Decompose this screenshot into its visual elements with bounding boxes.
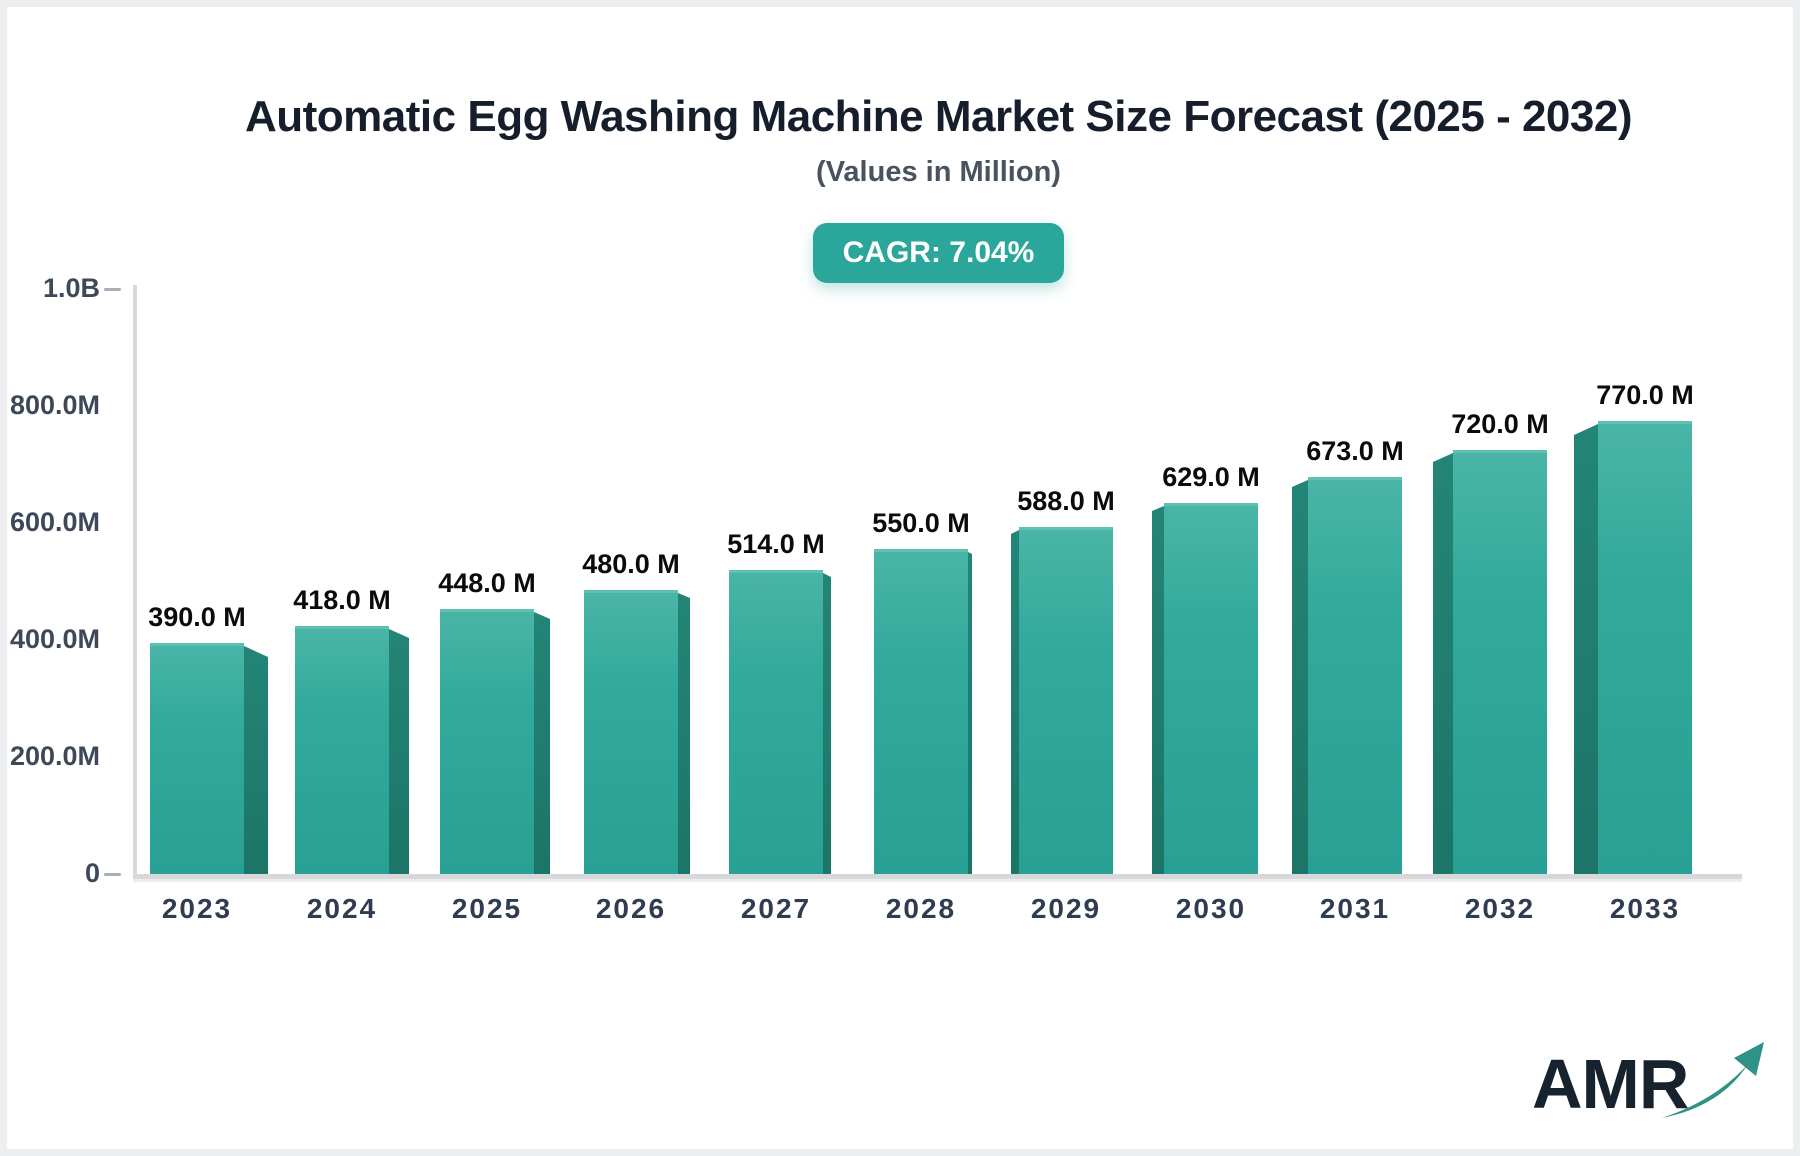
x-axis-line [133, 874, 1742, 879]
bar-value-label: 448.0 M [438, 568, 536, 598]
x-axis-line-shadow [133, 879, 1742, 882]
amr-logo-text: AMR [1532, 1045, 1689, 1123]
cagr-badge: CAGR: 7.04% [812, 223, 1065, 283]
x-axis-label-2023: 2023 [161, 893, 233, 924]
chart-header: Automatic Egg Washing Machine Market Siz… [135, 0, 1742, 283]
y-axis-tick-label: 200.0M [9, 741, 100, 771]
bar-value-label: 629.0 M [1162, 462, 1260, 492]
bar-2029[interactable] [1019, 527, 1113, 874]
y-axis-line [133, 285, 137, 879]
bar-2026[interactable] [584, 590, 678, 874]
bar-3d-side [823, 573, 831, 874]
bar-2028[interactable] [874, 549, 968, 874]
bar-3d-side [1574, 424, 1598, 874]
bar-3d-side [1433, 453, 1453, 874]
x-axis-label-2031: 2031 [1319, 893, 1391, 924]
bar-value-label: 588.0 M [1017, 486, 1115, 516]
bar-2030[interactable] [1164, 503, 1258, 874]
growth-arrow-icon [1662, 1042, 1764, 1118]
x-axis-label-2032: 2032 [1464, 893, 1536, 924]
bar-3d-side [1152, 506, 1164, 874]
x-axis-label-2029: 2029 [1030, 893, 1102, 924]
bar-3d-side [1292, 480, 1308, 874]
y-axis-tick-mark [104, 873, 121, 876]
y-axis-tick-label: 1.0B [42, 273, 100, 303]
bar-value-label: 770.0 M [1596, 380, 1694, 410]
chart-title: Automatic Egg Washing Machine Market Siz… [245, 92, 1633, 141]
bar-value-label: 418.0 M [293, 585, 391, 615]
y-axis-tick-mark [104, 288, 121, 291]
y-axis-tick-label: 800.0M [9, 390, 100, 420]
bar-2023[interactable] [150, 643, 244, 874]
x-axis-label-2027: 2027 [740, 893, 812, 924]
x-axis-label-2028: 2028 [885, 893, 957, 924]
amr-logo: AMR [1532, 1032, 1764, 1132]
bar-2024[interactable] [295, 626, 389, 874]
bar-2032[interactable] [1453, 450, 1547, 874]
bar-value-label: 550.0 M [872, 508, 970, 538]
bar-3d-side [389, 629, 409, 874]
x-axis-label-2025: 2025 [451, 893, 523, 924]
bar-3d-side [244, 646, 268, 874]
bar-2025[interactable] [440, 609, 534, 874]
bar-value-label: 480.0 M [582, 549, 680, 579]
x-axis-label-2026: 2026 [595, 893, 667, 924]
bar-3d-side [678, 593, 690, 874]
bar-value-label: 514.0 M [727, 529, 825, 559]
bar-2031[interactable] [1308, 477, 1402, 874]
bar-3d-side [968, 552, 972, 874]
x-axis-label-2030: 2030 [1175, 893, 1247, 924]
bar-2027[interactable] [729, 570, 823, 874]
bar-value-label: 720.0 M [1451, 409, 1549, 439]
bar-2033[interactable] [1598, 421, 1692, 874]
bar-value-label: 673.0 M [1306, 436, 1404, 466]
x-axis-label-2024: 2024 [306, 893, 378, 924]
bar-3d-side [534, 612, 550, 874]
bar-value-label: 390.0 M [148, 602, 246, 632]
x-axis-label-2033: 2033 [1609, 893, 1681, 924]
y-axis-tick-label: 0 [84, 858, 100, 888]
bar-3d-side [1011, 530, 1019, 874]
chart-subtitle: (Values in Million) [816, 156, 1061, 188]
y-axis-tick-label: 600.0M [9, 507, 100, 537]
y-axis-tick-label: 400.0M [9, 624, 100, 654]
